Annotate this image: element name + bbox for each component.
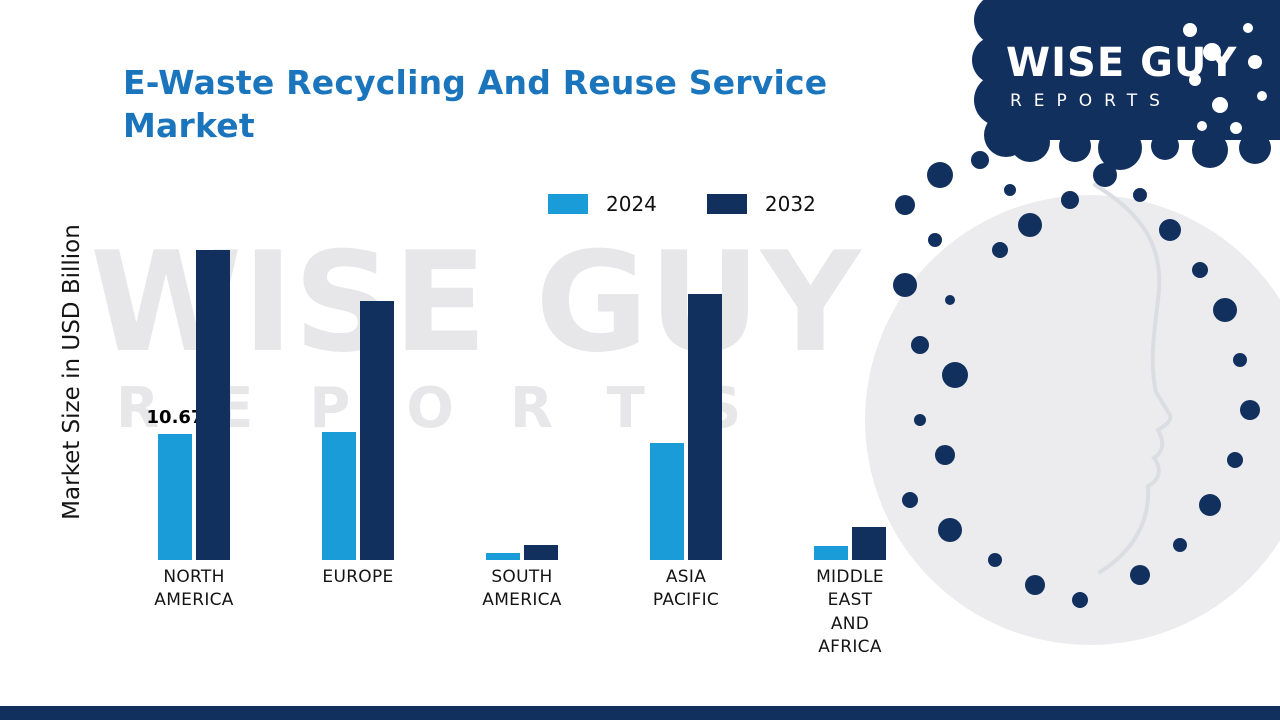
plot-area: 10.67 [112,230,932,560]
bar-2032 [524,544,558,560]
bar-group [276,230,440,560]
bar-value-label: 10.67 [146,407,204,429]
bar-2024: 10.67 [147,407,203,560]
bar-2024 [322,431,356,560]
legend-swatch [548,194,588,214]
footer-bar [0,706,1280,720]
legend-label: 2032 [764,192,816,216]
category-axis: NORTH AMERICA EUROPE SOUTH AMERICA ASIA PAC… [112,566,932,660]
page-title: E-Waste Recycling And Reuse Service Mark… [123,63,828,145]
bar-2032 [852,527,886,560]
brand-head-graphic: WISE GUY REPORTS [865,0,1280,645]
legend-item-2024: 2024 [548,192,657,216]
bar-group [768,230,932,560]
bar-2032 [196,250,230,560]
chart-legend: 2024 2032 [548,192,816,216]
logo-reports-text: REPORTS [1010,91,1172,111]
bar-2032 [688,293,722,560]
bar-2024 [650,443,684,560]
y-axis-label: Market Size in USD Billion [59,224,85,520]
gray-circle [865,195,1280,645]
bar-group [440,230,604,560]
bar-group: 10.67 [112,230,276,560]
category-label: NORTH AMERICA [154,567,234,611]
category-label: SOUTH AMERICA [482,567,562,611]
legend-label: 2024 [606,192,657,216]
category-label: ASIA PACIFIC [652,567,720,611]
bar-2024 [486,552,520,560]
bar-2024 [814,545,848,560]
legend-item-2032: 2032 [706,192,816,216]
logo-brand-text: WISE GUY [1006,40,1237,86]
category-label: EUROPE [322,567,394,587]
category-label: MIDDLE EAST AND AFRICA [816,567,884,658]
head-dots [893,151,1260,608]
bar-group [604,230,768,560]
bar-chart: 10.67 NORTH AMERICA EUROPE SOUTH AMERICA AS… [112,230,932,670]
logo-face-dots [1183,23,1267,134]
legend-swatch [706,194,747,214]
logo-block: WISE GUY REPORTS [972,0,1280,170]
bar-2032 [360,300,394,560]
face-profile-outline [1093,183,1173,574]
